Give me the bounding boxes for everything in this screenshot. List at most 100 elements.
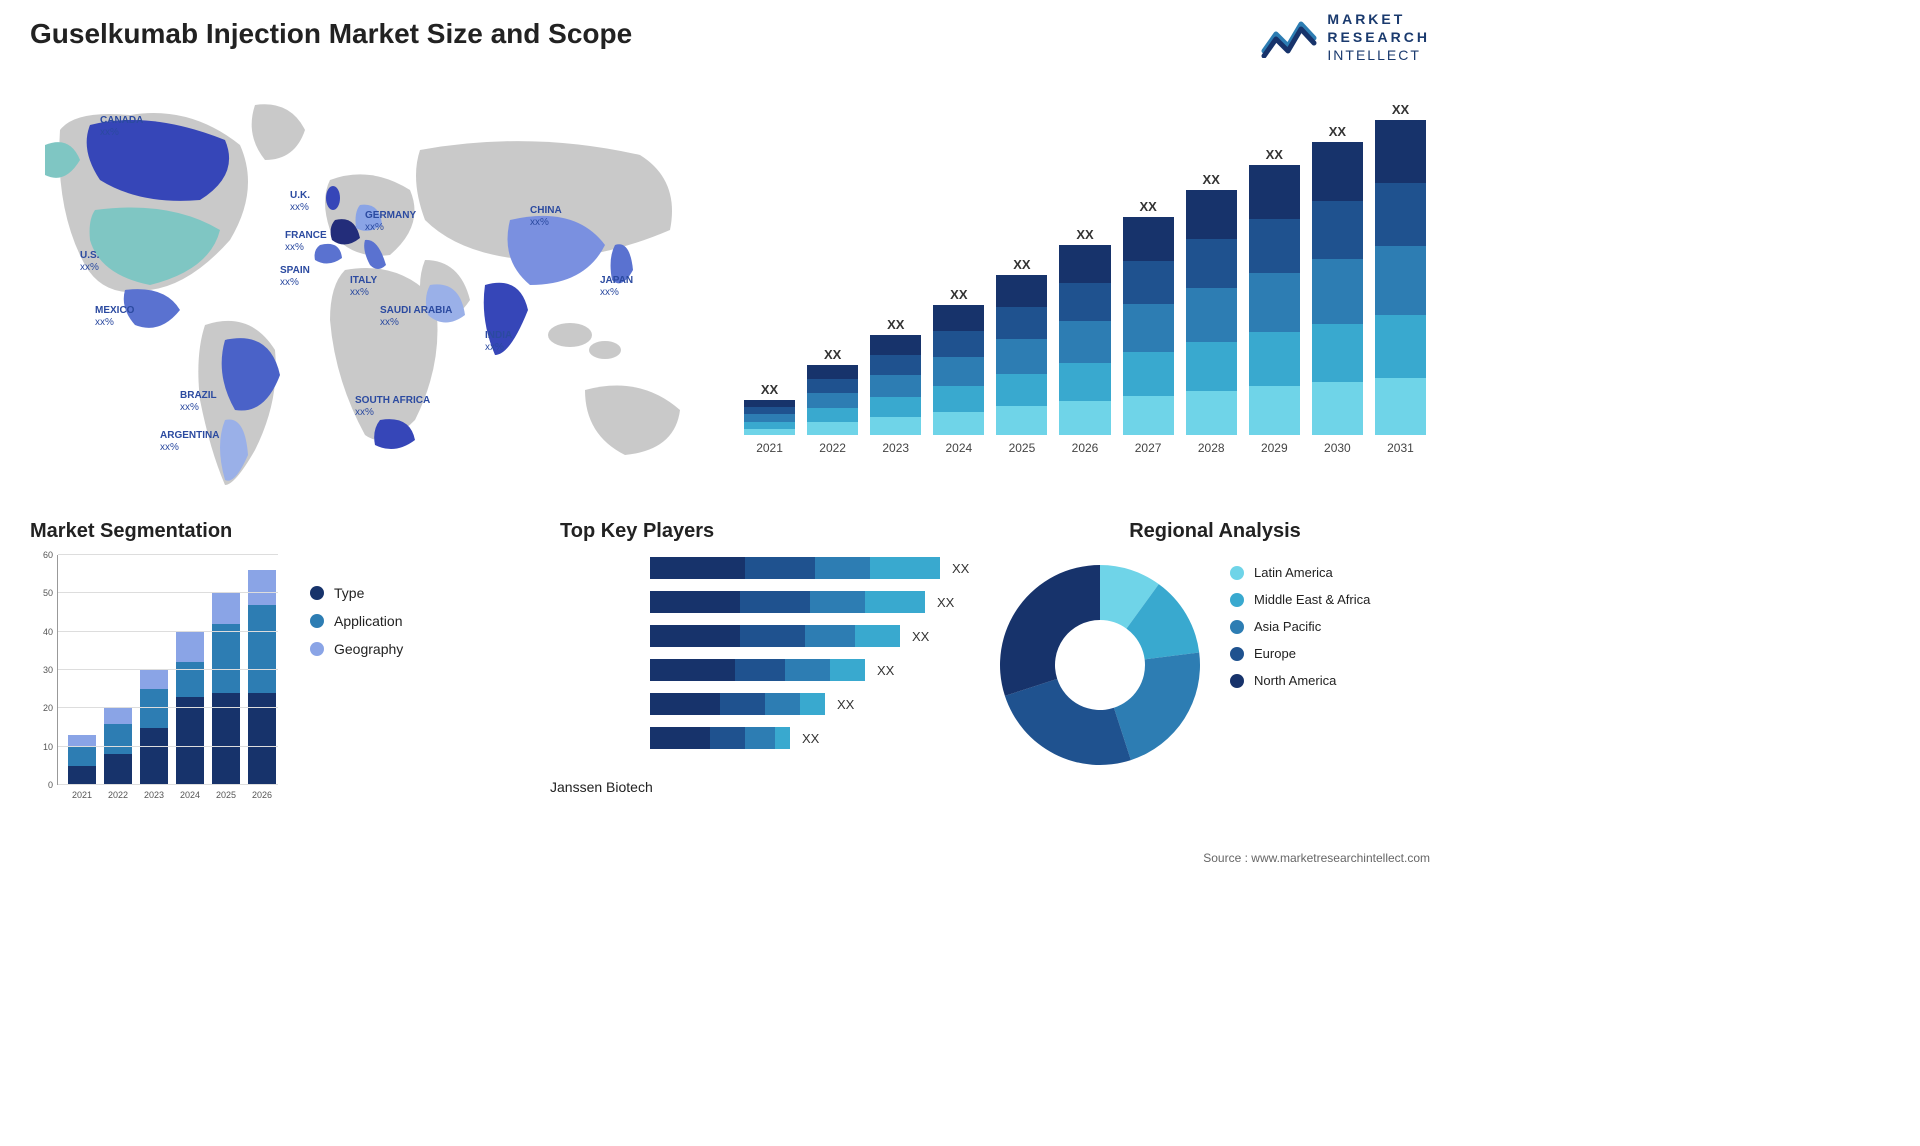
- seg-ytick: 10: [43, 742, 53, 752]
- forecast-bar-2023: XX 2023: [870, 317, 921, 455]
- logo-line3: INTELLECT: [1327, 46, 1430, 64]
- map-label-u-k-: U.K.xx%: [290, 190, 310, 214]
- player-bar-label: XX: [877, 663, 894, 678]
- forecast-year-label: 2030: [1324, 441, 1351, 455]
- forecast-bar-label: XX: [950, 287, 967, 302]
- forecast-year-label: 2026: [1072, 441, 1099, 455]
- regional-legend-item: Middle East & Africa: [1230, 592, 1370, 607]
- world-map: CANADAxx% U.S.xx% MEXICOxx% BRAZILxx% ARGENT…: [30, 90, 710, 490]
- seg-ytick: 60: [43, 550, 53, 560]
- forecast-bar-label: XX: [824, 347, 841, 362]
- regional-legend: Latin America Middle East & Africa Asia Pa…: [1230, 555, 1370, 775]
- regional-legend-item: North America: [1230, 673, 1370, 688]
- seg-xlabel: 2022: [104, 790, 132, 800]
- player-bar-2: XX: [560, 623, 980, 649]
- donut-slice-europe: [1005, 679, 1131, 765]
- map-label-japan: JAPANxx%: [600, 275, 633, 299]
- logo-line1: MARKET: [1327, 10, 1430, 28]
- forecast-bar-label: XX: [1392, 102, 1409, 117]
- forecast-bar-2027: XX 2027: [1123, 199, 1174, 455]
- forecast-bar-label: XX: [761, 382, 778, 397]
- forecast-year-label: 2029: [1261, 441, 1288, 455]
- map-label-south-africa: SOUTH AFRICAxx%: [355, 395, 430, 419]
- seg-ytick: 50: [43, 588, 53, 598]
- seg-legend-item: Geography: [310, 641, 403, 657]
- forecast-bar-2028: XX2028: [1186, 172, 1237, 455]
- players-chart: XXXXXXXXXXXXJanssen Biotech: [560, 555, 980, 805]
- seg-bar-2022: [104, 708, 132, 785]
- forecast-bar-label: XX: [1139, 199, 1156, 214]
- segmentation-legend: Type Application Geography: [310, 585, 403, 669]
- regional-legend-item: Europe: [1230, 646, 1370, 661]
- map-label-france: FRANCExx%: [285, 230, 327, 254]
- forecast-year-label: 2025: [1009, 441, 1036, 455]
- seg-ytick: 20: [43, 703, 53, 713]
- seg-xlabel: 2024: [176, 790, 204, 800]
- map-label-argentina: ARGENTINAxx%: [160, 430, 219, 454]
- player-bar-label: XX: [937, 595, 954, 610]
- forecast-bar-label: XX: [1266, 147, 1283, 162]
- donut-slice-asia-pacific: [1114, 652, 1200, 760]
- seg-bar-2026: [248, 570, 276, 785]
- player-bar-label: XX: [952, 561, 969, 576]
- logo-line2: RESEARCH: [1327, 28, 1430, 46]
- seg-legend-item: Application: [310, 613, 403, 629]
- forecast-year-label: 2023: [882, 441, 909, 455]
- brand-logo: MARKET RESEARCH INTELLECT: [1261, 10, 1430, 65]
- map-label-u-s-: U.S.xx%: [80, 250, 99, 274]
- seg-ytick: 30: [43, 665, 53, 675]
- map-label-spain: SPAINxx%: [280, 265, 310, 289]
- page-title: Guselkumab Injection Market Size and Sco…: [30, 18, 632, 50]
- forecast-year-label: 2031: [1387, 441, 1414, 455]
- map-label-china: CHINAxx%: [530, 205, 562, 229]
- seg-ytick: 0: [48, 780, 53, 790]
- forecast-bar-label: XX: [1076, 227, 1093, 242]
- forecast-year-label: 2021: [756, 441, 783, 455]
- seg-bar-2021: [68, 735, 96, 785]
- forecast-bar-label: XX: [1203, 172, 1220, 187]
- seg-bar-2023: [140, 670, 168, 785]
- seg-ytick: 40: [43, 627, 53, 637]
- player-bar-label: XX: [837, 697, 854, 712]
- forecast-bar-2024: XX2024: [933, 287, 984, 455]
- regional-legend-item: Latin America: [1230, 565, 1370, 580]
- forecast-chart: XX2021XX2022XX2023XX2024XX2025XX2026XX20…: [740, 90, 1430, 480]
- map-label-saudi-arabia: SAUDI ARABIAxx%: [380, 305, 452, 329]
- player-bar-label: XX: [802, 731, 819, 746]
- players-section: Top Key Players XXXXXXXXXXXXJanssen Biot…: [560, 520, 980, 805]
- forecast-bar-2021: XX 2021: [744, 382, 795, 455]
- seg-xlabel: 2021: [68, 790, 96, 800]
- regional-section: Regional Analysis Latin America Middle Ea…: [990, 520, 1440, 775]
- forecast-bar-2030: XX2030: [1312, 124, 1363, 455]
- player-bar-1: XX: [560, 589, 980, 615]
- map-label-brazil: BRAZILxx%: [180, 390, 217, 414]
- map-label-italy: ITALYxx%: [350, 275, 377, 299]
- seg-xlabel: 2026: [248, 790, 276, 800]
- map-label-india: INDIAxx%: [485, 330, 512, 354]
- segmentation-section: Market Segmentation 0 10 20 30 40 50 60 2021 20…: [30, 520, 500, 815]
- segmentation-title: Market Segmentation: [30, 520, 500, 543]
- seg-legend-item: Type: [310, 585, 403, 601]
- forecast-bar-2022: XX2022: [807, 347, 858, 455]
- seg-bar-2025: [212, 593, 240, 785]
- source-attribution: Source : www.marketresearchintellect.com: [1203, 851, 1430, 865]
- seg-xlabel: 2025: [212, 790, 240, 800]
- player-bar-label: XX: [912, 629, 929, 644]
- map-label-germany: GERMANYxx%: [365, 210, 416, 234]
- player-bar-0: XX: [560, 555, 980, 581]
- forecast-bar-2025: XX 2025: [996, 257, 1047, 455]
- player-name: Janssen Biotech: [550, 779, 653, 795]
- forecast-bar-2031: XX 2031: [1375, 102, 1426, 455]
- forecast-year-label: 2027: [1135, 441, 1162, 455]
- forecast-bar-2026: XX 2026: [1059, 227, 1110, 455]
- forecast-bar-2029: XX 2029: [1249, 147, 1300, 455]
- map-label-mexico: MEXICOxx%: [95, 305, 134, 329]
- forecast-bar-label: XX: [1013, 257, 1030, 272]
- map-label-canada: CANADAxx%: [100, 115, 143, 139]
- player-bar-3: XX: [560, 657, 980, 683]
- player-bar-5: XX: [560, 725, 980, 751]
- seg-bar-2024: [176, 632, 204, 785]
- forecast-bar-label: XX: [887, 317, 904, 332]
- regional-title: Regional Analysis: [990, 520, 1440, 543]
- regional-legend-item: Asia Pacific: [1230, 619, 1370, 634]
